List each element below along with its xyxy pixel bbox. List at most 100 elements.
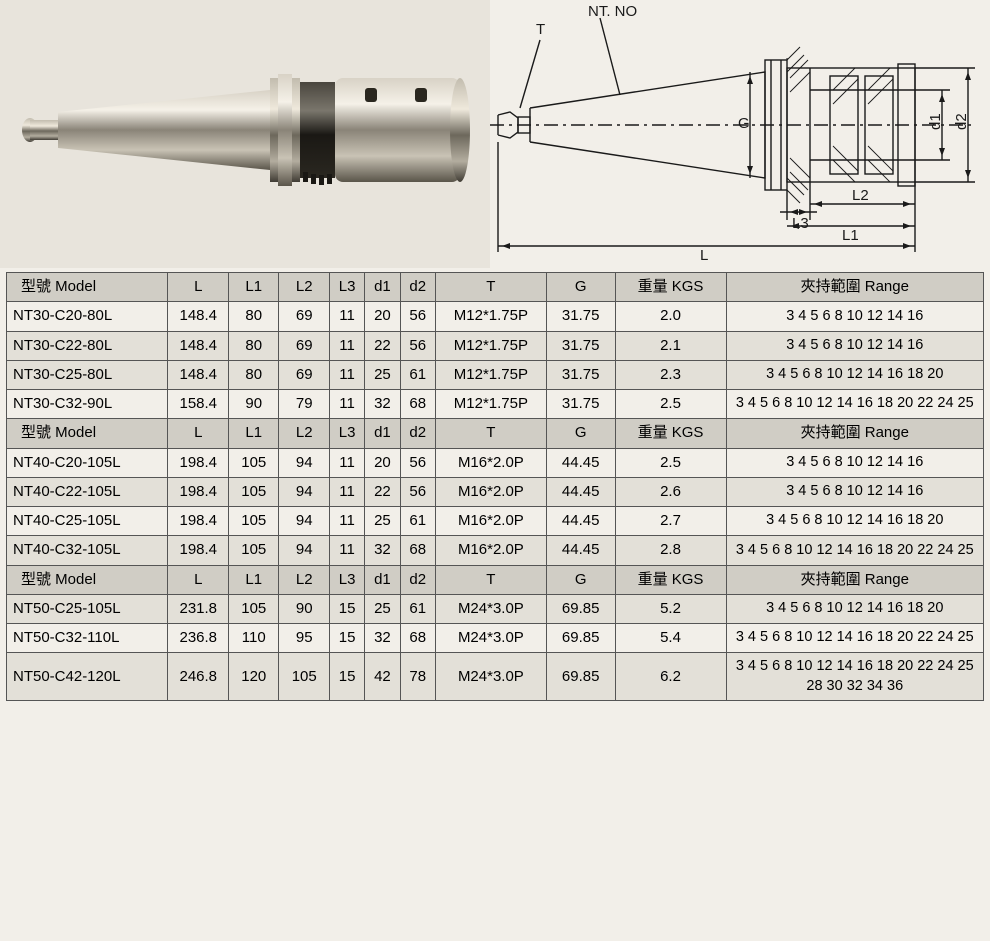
header-d1: d1 [365, 273, 400, 302]
label-l2: L2 [852, 187, 869, 204]
header-L2: L2 [279, 565, 329, 594]
cell-L: 236.8 [168, 624, 229, 653]
header-d1: d1 [365, 419, 400, 448]
cell-T: M16*2.0P [435, 536, 546, 565]
table-row: NT50-C42-120L246.8120105154278M24*3.0P69… [7, 653, 984, 701]
header-G: G [546, 565, 615, 594]
cell-G: 44.45 [546, 536, 615, 565]
cell-kgs: 2.5 [615, 390, 726, 419]
header-L1: L1 [229, 273, 279, 302]
cell-kgs: 5.2 [615, 594, 726, 623]
cell-d2: 56 [400, 448, 435, 477]
header-T: T [435, 273, 546, 302]
header-d2: d2 [400, 273, 435, 302]
cell-model: NT40-C22-105L [7, 477, 168, 506]
header-range: 夾持範圍 Range [726, 565, 983, 594]
table-header-row: 型號 ModelLL1L2L3d1d2TG重量 KGS夾持範圍 Range [7, 565, 984, 594]
page-root: T NT. NO G d1 d2 L3 L2 L1 L 型號 ModelLL1L… [0, 0, 990, 711]
cell-L3: 11 [329, 477, 364, 506]
header-model: 型號 Model [7, 273, 168, 302]
cell-T: M12*1.75P [435, 331, 546, 360]
label-l3: L3 [792, 215, 809, 232]
label-d2: d2 [953, 113, 970, 130]
header-model: 型號 Model [7, 419, 168, 448]
cell-L3: 11 [329, 507, 364, 536]
cell-L3: 15 [329, 653, 364, 701]
header-d1: d1 [365, 565, 400, 594]
cell-L2: 94 [279, 477, 329, 506]
header-weight: 重量 KGS [615, 565, 726, 594]
cell-G: 31.75 [546, 390, 615, 419]
table-row: NT30-C20-80L148.48069112056M12*1.75P31.7… [7, 302, 984, 331]
cell-L3: 15 [329, 594, 364, 623]
header-L3: L3 [329, 419, 364, 448]
cell-L2: 90 [279, 594, 329, 623]
header-weight: 重量 KGS [615, 273, 726, 302]
cell-L: 198.4 [168, 536, 229, 565]
cell-L: 148.4 [168, 331, 229, 360]
product-photo [0, 0, 490, 268]
header-L2: L2 [279, 273, 329, 302]
cell-d2: 61 [400, 360, 435, 389]
cell-kgs: 2.0 [615, 302, 726, 331]
label-l1: L1 [842, 227, 859, 244]
table-row: NT40-C22-105L198.410594112256M16*2.0P44.… [7, 477, 984, 506]
cell-T: M16*2.0P [435, 507, 546, 536]
cell-L1: 105 [229, 507, 279, 536]
header-G: G [546, 273, 615, 302]
cell-L3: 11 [329, 448, 364, 477]
cell-L1: 80 [229, 360, 279, 389]
header-L3: L3 [329, 565, 364, 594]
cell-L2: 69 [279, 360, 329, 389]
cell-model: NT30-C22-80L [7, 331, 168, 360]
header-d2: d2 [400, 565, 435, 594]
spec-table: 型號 ModelLL1L2L3d1d2TG重量 KGS夾持範圍 RangeNT3… [6, 272, 984, 701]
table-row: NT40-C20-105L198.410594112056M16*2.0P44.… [7, 448, 984, 477]
cell-d1: 22 [365, 331, 400, 360]
header-L: L [168, 273, 229, 302]
header-L1: L1 [229, 565, 279, 594]
cell-L2: 69 [279, 302, 329, 331]
cell-L2: 94 [279, 448, 329, 477]
cell-range: 3 4 5 6 8 10 12 14 16 [726, 331, 983, 360]
header-L1: L1 [229, 419, 279, 448]
cell-model: NT30-C20-80L [7, 302, 168, 331]
cell-d1: 25 [365, 594, 400, 623]
cell-d1: 20 [365, 448, 400, 477]
cell-model: NT40-C20-105L [7, 448, 168, 477]
label-g: G [738, 115, 750, 132]
header-model: 型號 Model [7, 565, 168, 594]
cell-L: 231.8 [168, 594, 229, 623]
cell-model: NT50-C32-110L [7, 624, 168, 653]
cell-L3: 15 [329, 624, 364, 653]
cell-range: 3 4 5 6 8 10 12 14 16 18 20 22 24 25 28 … [726, 653, 983, 701]
cell-L2: 79 [279, 390, 329, 419]
label-d1: d1 [927, 113, 944, 130]
cell-range: 3 4 5 6 8 10 12 14 16 18 20 [726, 507, 983, 536]
cell-d2: 56 [400, 477, 435, 506]
label-l: L [700, 247, 708, 264]
top-section: T NT. NO G d1 d2 L3 L2 L1 L [0, 0, 990, 268]
cell-G: 44.45 [546, 448, 615, 477]
header-L: L [168, 565, 229, 594]
cell-L2: 94 [279, 507, 329, 536]
cell-d1: 32 [365, 624, 400, 653]
cell-T: M12*1.75P [435, 390, 546, 419]
cell-model: NT40-C32-105L [7, 536, 168, 565]
cell-d2: 61 [400, 594, 435, 623]
header-L3: L3 [329, 273, 364, 302]
cell-T: M16*2.0P [435, 448, 546, 477]
table-row: NT40-C32-105L198.410594113268M16*2.0P44.… [7, 536, 984, 565]
cell-G: 69.85 [546, 624, 615, 653]
cell-range: 3 4 5 6 8 10 12 14 16 18 20 [726, 360, 983, 389]
cell-T: M12*1.75P [435, 302, 546, 331]
header-G: G [546, 419, 615, 448]
header-L: L [168, 419, 229, 448]
cell-d2: 68 [400, 624, 435, 653]
cell-kgs: 5.4 [615, 624, 726, 653]
tool-holder-illustration [20, 60, 470, 200]
cell-L: 198.4 [168, 477, 229, 506]
cell-L: 148.4 [168, 360, 229, 389]
cell-T: M24*3.0P [435, 653, 546, 701]
label-t: T [536, 21, 545, 38]
